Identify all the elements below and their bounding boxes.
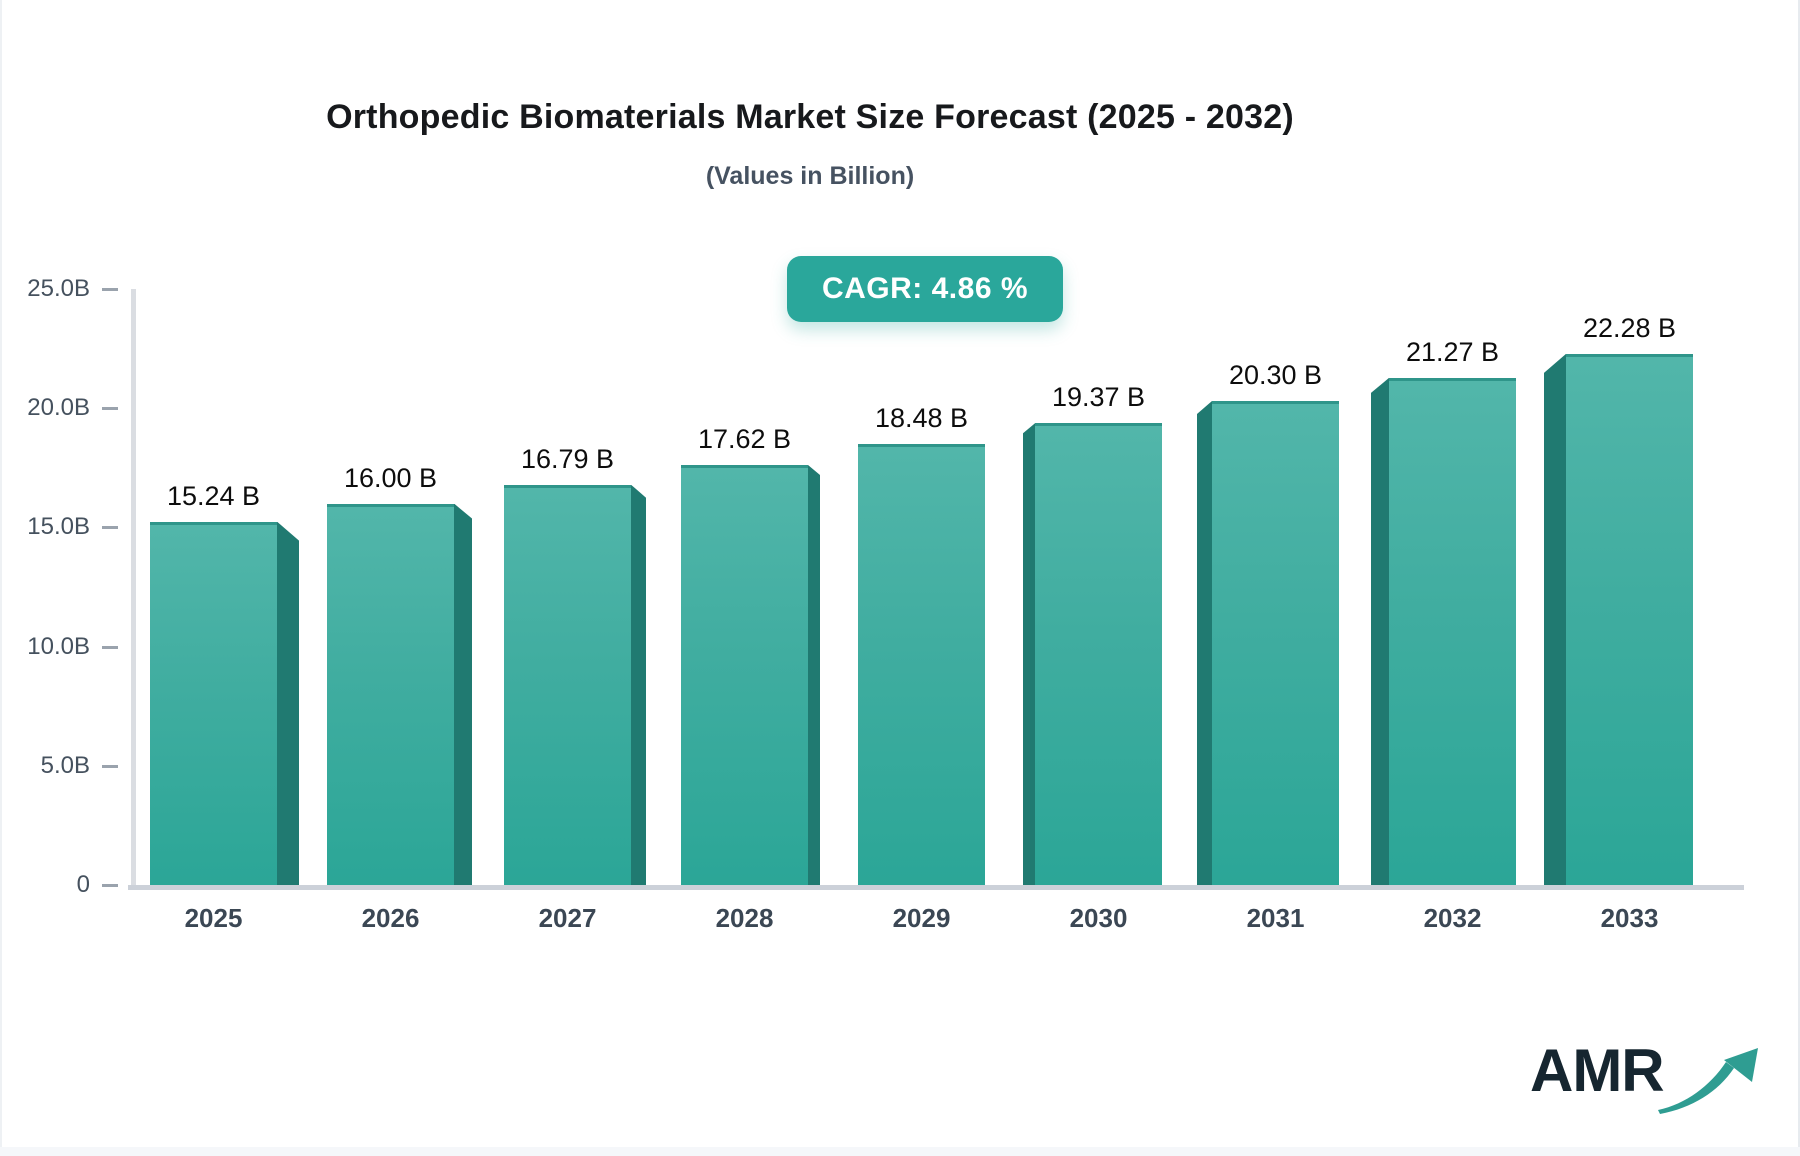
bar-3d-side <box>277 521 299 885</box>
x-axis-year-label: 2033 <box>1600 903 1659 933</box>
bar-2027 <box>504 484 631 885</box>
y-axis-tick <box>102 407 118 411</box>
bar-3d-side <box>808 464 820 885</box>
page-right-border <box>1798 0 1800 1156</box>
y-axis-tick-label: 10.0B <box>27 632 90 660</box>
y-axis-tick-label: 25.0B <box>27 275 90 302</box>
bar-2030 <box>1035 423 1162 885</box>
bar-value-label: 18.48 B <box>874 403 969 434</box>
bar-value-label: 15.24 B <box>166 480 261 511</box>
bar-value-label: 22.28 B <box>1582 312 1677 343</box>
bar-value-label: 16.79 B <box>520 443 615 474</box>
bar-3d-side <box>454 503 472 885</box>
bar-2025 <box>150 521 277 885</box>
y-axis-tick <box>102 764 118 768</box>
x-axis-year-label: 2031 <box>1246 903 1305 933</box>
cagr-badge: CAGR: 4.86 % <box>787 256 1063 322</box>
bar-value-label: 20.30 B <box>1228 360 1323 391</box>
bar-3d-side <box>1371 377 1389 885</box>
bar-2031 <box>1212 401 1339 885</box>
x-axis-year-label: 2030 <box>1069 903 1128 933</box>
y-axis-tick-label: 0 <box>76 871 90 898</box>
growth-arrow-icon <box>1658 1048 1758 1114</box>
x-axis-year-label: 2026 <box>361 903 420 933</box>
bar-value-label: 16.00 B <box>343 462 438 493</box>
y-axis-tick-label: 15.0B <box>27 513 90 541</box>
bar-3d-side <box>1197 401 1212 885</box>
y-axis-tick <box>102 288 118 291</box>
y-axis-tick-label: 5.0B <box>40 751 90 779</box>
amr-logo: AMR <box>1520 1028 1770 1128</box>
page-left-border <box>0 0 2 1156</box>
bar-2028 <box>681 464 808 885</box>
y-axis-tick <box>102 526 118 530</box>
bar-3d-side <box>1544 353 1566 885</box>
x-axis-year-label: 2027 <box>538 903 597 933</box>
bar-3d-side <box>1023 423 1035 885</box>
bar-2026 <box>327 503 454 885</box>
bar-3d-side <box>631 484 646 885</box>
bar-value-label: 21.27 B <box>1405 336 1500 367</box>
x-axis-year-label: 2032 <box>1423 903 1482 933</box>
page-bottom-border <box>0 1147 1800 1156</box>
bar-2029 <box>858 444 985 885</box>
chart-subtitle: (Values in Billion) <box>705 162 915 190</box>
amr-logo-text: AMR <box>1530 1037 1665 1104</box>
y-axis-tick <box>102 884 118 887</box>
chart-title: Orthopedic Biomaterials Market Size Fore… <box>326 98 1294 136</box>
y-axis-tick <box>102 645 118 649</box>
bar-2032 <box>1389 377 1516 885</box>
x-axis-year-label: 2029 <box>892 903 951 933</box>
bar-2033 <box>1566 353 1693 885</box>
x-axis-year-label: 2025 <box>184 903 243 933</box>
x-axis-year-label: 2028 <box>715 903 774 933</box>
x-axis-baseline <box>128 885 1744 890</box>
bar-value-label: 19.37 B <box>1051 382 1146 413</box>
bar-value-label: 17.62 B <box>697 423 792 454</box>
y-axis-line <box>131 289 136 889</box>
y-axis-tick-label: 20.0B <box>27 394 90 422</box>
